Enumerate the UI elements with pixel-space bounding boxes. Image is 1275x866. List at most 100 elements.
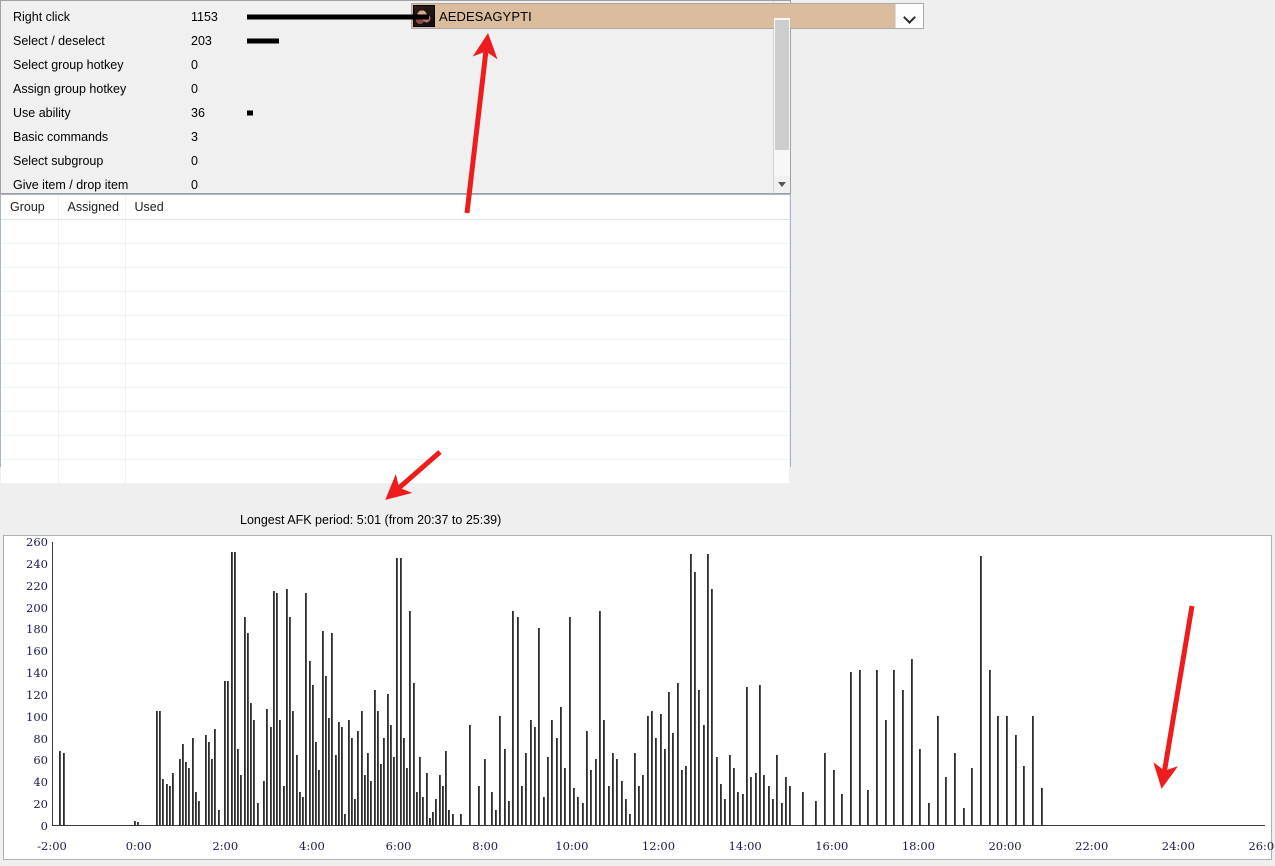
chart-bar bbox=[403, 737, 406, 825]
column-header-assigned[interactable]: Assigned bbox=[58, 195, 126, 220]
combobox-value: AEDESAGYPTI bbox=[439, 8, 532, 24]
action-row[interactable]: Give item / drop item 0 bbox=[1, 173, 773, 193]
chart-bar bbox=[776, 755, 779, 825]
chart-bar bbox=[338, 722, 341, 825]
table-cell bbox=[58, 387, 126, 412]
chart-bar bbox=[624, 798, 627, 825]
table-cell bbox=[125, 435, 790, 460]
x-axis-tick-label: 18:00 bbox=[901, 839, 935, 853]
chart-bar bbox=[442, 785, 445, 825]
column-header-used[interactable]: Used bbox=[125, 195, 790, 220]
chart-bar bbox=[577, 796, 580, 825]
action-row[interactable]: Use ability 36 bbox=[1, 101, 773, 125]
chart-bar bbox=[429, 818, 432, 825]
table-row[interactable] bbox=[1, 411, 790, 436]
chart-bar bbox=[516, 617, 519, 825]
longest-afk-label: Longest AFK period: 5:01 (from 20:37 to … bbox=[240, 513, 502, 527]
action-row[interactable]: Select subgroup 0 bbox=[1, 149, 773, 173]
chart-bar bbox=[188, 768, 191, 825]
actions-list[interactable]: Right click 1153 Select / deselect 203 Selec… bbox=[1, 1, 773, 193]
table-cell bbox=[1, 387, 59, 412]
chart-bar bbox=[1006, 715, 1009, 825]
chart-bar bbox=[546, 757, 549, 825]
table-cell bbox=[1, 267, 59, 292]
table-row[interactable] bbox=[1, 435, 790, 460]
action-row[interactable]: Assign group hotkey 0 bbox=[1, 77, 773, 101]
chart-bar bbox=[802, 792, 805, 825]
action-count: 203 bbox=[191, 34, 212, 48]
chevron-down-icon[interactable] bbox=[895, 4, 923, 28]
chart-bar bbox=[962, 807, 965, 825]
action-label: Give item / drop item bbox=[13, 178, 129, 192]
chart-bar bbox=[416, 792, 419, 825]
y-axis-tick-label: 100 bbox=[26, 709, 48, 724]
chart-bar bbox=[720, 783, 723, 825]
table-row[interactable] bbox=[1, 243, 790, 268]
chart-bar bbox=[754, 772, 757, 825]
chart-bar bbox=[435, 798, 438, 825]
chart-bar bbox=[551, 720, 554, 825]
x-axis-tick-label: 14:00 bbox=[728, 839, 762, 853]
chart-bar bbox=[902, 689, 905, 825]
table-row[interactable] bbox=[1, 363, 790, 388]
action-count: 0 bbox=[191, 82, 198, 96]
table-cell bbox=[125, 315, 790, 340]
scrollbar-thumb[interactable] bbox=[775, 20, 789, 150]
chart-bar bbox=[707, 554, 710, 825]
table-cell bbox=[1, 411, 59, 436]
action-row[interactable]: Select / deselect 203 bbox=[1, 29, 773, 53]
table-row[interactable] bbox=[1, 339, 790, 364]
actions-list-scrollbar[interactable] bbox=[773, 1, 790, 193]
scroll-down-button[interactable] bbox=[774, 176, 790, 193]
chart-bar bbox=[763, 774, 766, 825]
chart-bar bbox=[373, 689, 376, 825]
chart-bar bbox=[325, 676, 328, 825]
table-row[interactable] bbox=[1, 267, 790, 292]
chart-bar bbox=[169, 785, 172, 825]
y-axis-tick-label: 40 bbox=[33, 775, 48, 790]
chart-bar bbox=[468, 724, 471, 825]
chart-bar bbox=[824, 752, 827, 825]
x-axis-tick-label: 24:00 bbox=[1161, 839, 1195, 853]
chart-bar bbox=[529, 720, 532, 825]
table-cell bbox=[58, 459, 126, 484]
chart-bar bbox=[438, 774, 441, 825]
table-row[interactable] bbox=[1, 291, 790, 316]
scrollbar-track[interactable] bbox=[774, 18, 790, 176]
table-cell bbox=[1, 315, 59, 340]
chart-bar bbox=[347, 720, 350, 825]
chart-bar bbox=[499, 715, 502, 825]
table-cell bbox=[125, 387, 790, 412]
table-row[interactable] bbox=[1, 219, 790, 244]
combobox-field[interactable]: AEDESAGYPTI bbox=[412, 4, 895, 28]
chart-bar bbox=[611, 752, 614, 825]
chart-bar bbox=[308, 661, 311, 825]
chart-bar bbox=[512, 610, 515, 825]
action-bar-wrapper bbox=[247, 149, 773, 173]
action-bar-wrapper bbox=[247, 101, 773, 125]
action-label: Assign group hotkey bbox=[13, 82, 127, 96]
chart-bar bbox=[234, 551, 237, 825]
x-axis-tick-label: 2:00 bbox=[212, 839, 239, 853]
chart-bar bbox=[162, 779, 165, 825]
chart-bar bbox=[689, 554, 692, 825]
player-select-combobox[interactable]: AEDESAGYPTI bbox=[411, 3, 924, 29]
chart-bar bbox=[185, 761, 188, 825]
action-row[interactable]: Right click 1153 bbox=[1, 5, 773, 29]
action-row[interactable]: Basic commands 3 bbox=[1, 125, 773, 149]
column-header-group[interactable]: Group bbox=[1, 195, 59, 220]
table-row[interactable] bbox=[1, 459, 790, 484]
chart-bar bbox=[715, 757, 718, 825]
table-row[interactable] bbox=[1, 387, 790, 412]
chart-bar bbox=[263, 781, 266, 825]
chart-bar bbox=[425, 772, 428, 825]
chart-bar bbox=[850, 672, 853, 825]
action-bar-wrapper bbox=[247, 53, 773, 77]
action-row[interactable]: Select group hotkey 0 bbox=[1, 53, 773, 77]
table-row[interactable] bbox=[1, 315, 790, 340]
chart-bar bbox=[243, 617, 246, 825]
chart-bar bbox=[598, 610, 601, 825]
table-cell bbox=[1, 435, 59, 460]
chart-bar bbox=[954, 752, 957, 825]
chart-bar bbox=[250, 702, 253, 825]
